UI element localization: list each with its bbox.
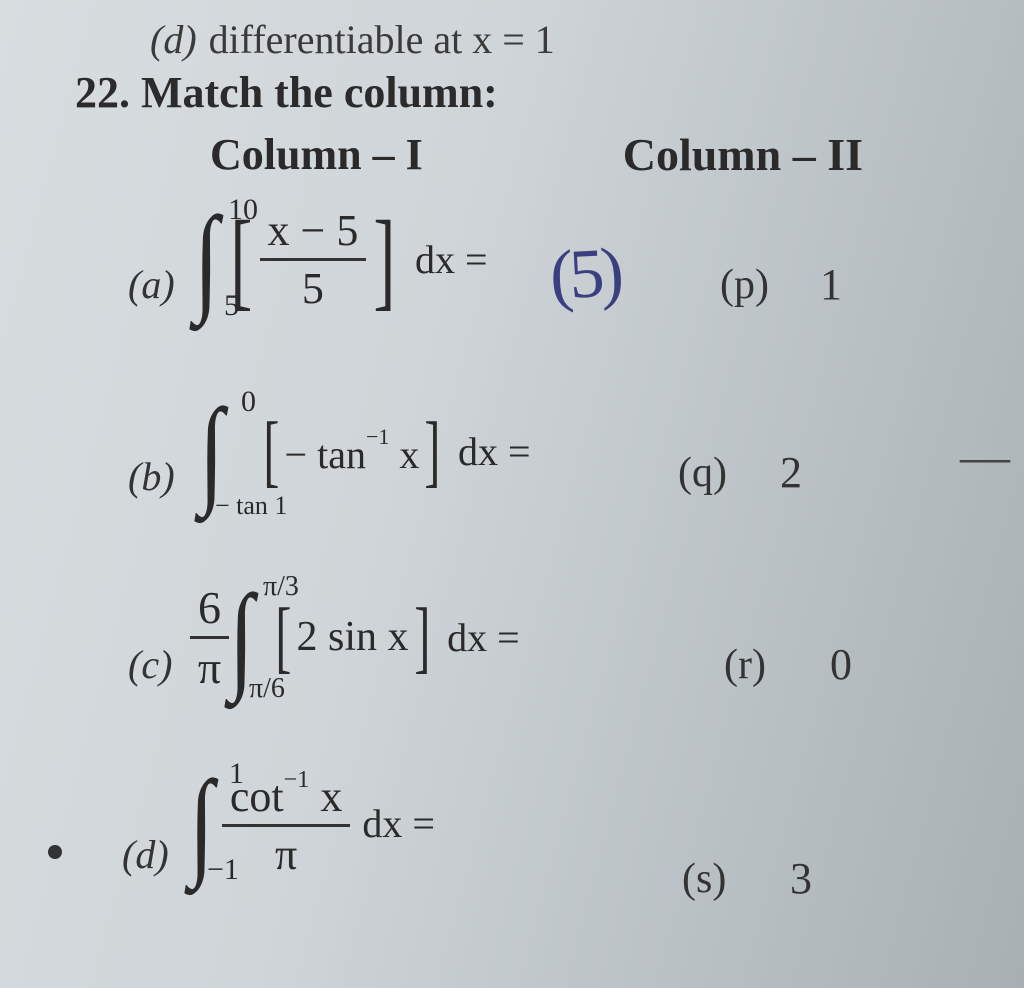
question-22-heading: 22. Match the column: [40, 67, 994, 118]
bracket-left-icon: [ [275, 597, 291, 677]
bracket-left-icon: [ [230, 204, 252, 314]
row-b-sup: −1 [366, 424, 389, 449]
match-row-b: (b) 0 ∫ − tan 1 [ − tan−1 x ] dx = (q) 2… [40, 391, 994, 571]
bracket-right-icon: ] [374, 204, 396, 314]
match-row-c: (c) 6 π π/3 ∫ π/6 [ 2 sin x ] dx = (r) [40, 571, 994, 761]
row-b-right-value: 2 [780, 447, 802, 498]
match-row-d: (d) 1 ∫ −1 cot−1 x π dx = (s) 3 [40, 761, 994, 961]
row-d-post: dx = [362, 800, 435, 847]
integral-d-lower: −1 [207, 853, 239, 887]
row-c-prefix-num: 6 [190, 581, 229, 639]
row-d-right-value: 3 [790, 853, 812, 904]
integral-b: 0 ∫ − tan 1 [195, 391, 228, 511]
row-d-expression: 1 ∫ −1 cot−1 x π dx = [185, 763, 435, 883]
question-number: 22. [40, 67, 130, 118]
row-d-right-label: (s) [682, 855, 726, 903]
column-2-header: Column – II [623, 128, 863, 181]
row-a-expression: 10 ∫ 5 [ x − 5 5 ] dx = [190, 199, 488, 319]
option-d-text: differentiable at x = 1 [209, 16, 555, 63]
option-d-label: (d) [150, 16, 197, 63]
row-c-prefix-den: π [198, 639, 221, 694]
row-c-prefix-frac: 6 π [190, 581, 229, 694]
row-a-right-label: (p) [720, 261, 769, 309]
fraction-a-num: x − 5 [260, 205, 367, 261]
fraction-a: x − 5 5 [260, 205, 367, 314]
integral-b-upper: 0 [241, 385, 256, 419]
fraction-a-den: 5 [302, 261, 324, 314]
bullet-dot-icon [48, 845, 62, 859]
bracket-left-icon: [ [263, 411, 279, 491]
row-d-frac-den: π [275, 827, 297, 880]
integral-a: 10 ∫ 5 [190, 199, 223, 319]
bracket-right-icon: ] [414, 597, 430, 677]
row-c-post: dx = [447, 614, 520, 661]
row-b-expression: 0 ∫ − tan 1 [ − tan−1 x ] dx = [195, 391, 531, 511]
row-b-post-x: x [389, 432, 419, 477]
row-a-post: dx = [415, 236, 488, 283]
question-title: Match the column: [141, 68, 498, 117]
bracket-right-icon: ] [425, 411, 441, 491]
column-headers: Column – I Column – II [40, 128, 994, 181]
row-b-pre: − tan [285, 432, 366, 477]
row-b-right-label: (q) [678, 449, 727, 497]
row-c-right-label: (r) [724, 641, 766, 689]
row-d-num-post: x [309, 772, 342, 821]
match-row-a: (a) 10 ∫ 5 [ x − 5 5 ] dx = (5) (p) 1 [40, 191, 994, 391]
row-a-left-label: (a) [128, 261, 175, 308]
row-d-left-label: (d) [122, 831, 169, 878]
stray-dash-mark: — [960, 427, 1010, 485]
row-c-expression: 6 π π/3 ∫ π/6 [ 2 sin x ] dx = [190, 577, 520, 697]
integral-c: π/3 ∫ π/6 [225, 577, 258, 697]
row-a-right-value: 1 [820, 259, 842, 310]
integral-d-upper: 1 [229, 757, 244, 791]
row-b-left-label: (b) [128, 453, 175, 500]
prev-question-option-d: (d) differentiable at x = 1 [150, 16, 994, 63]
row-d-num-sup: −1 [284, 766, 310, 793]
integral-b-lower: − tan 1 [215, 491, 287, 521]
column-1-header: Column – I [210, 129, 423, 180]
row-b-post: dx = [458, 428, 531, 475]
row-c-right-value: 0 [830, 639, 852, 690]
row-a-handwritten-answer: (5) [548, 233, 622, 317]
row-b-inner: − tan−1 x [285, 424, 420, 478]
row-c-inner: 2 sin x [297, 613, 409, 661]
page-root: (d) differentiable at x = 1 22. Match th… [0, 0, 1024, 988]
row-c-left-label: (c) [128, 641, 172, 688]
integral-d: 1 ∫ −1 [185, 763, 218, 883]
